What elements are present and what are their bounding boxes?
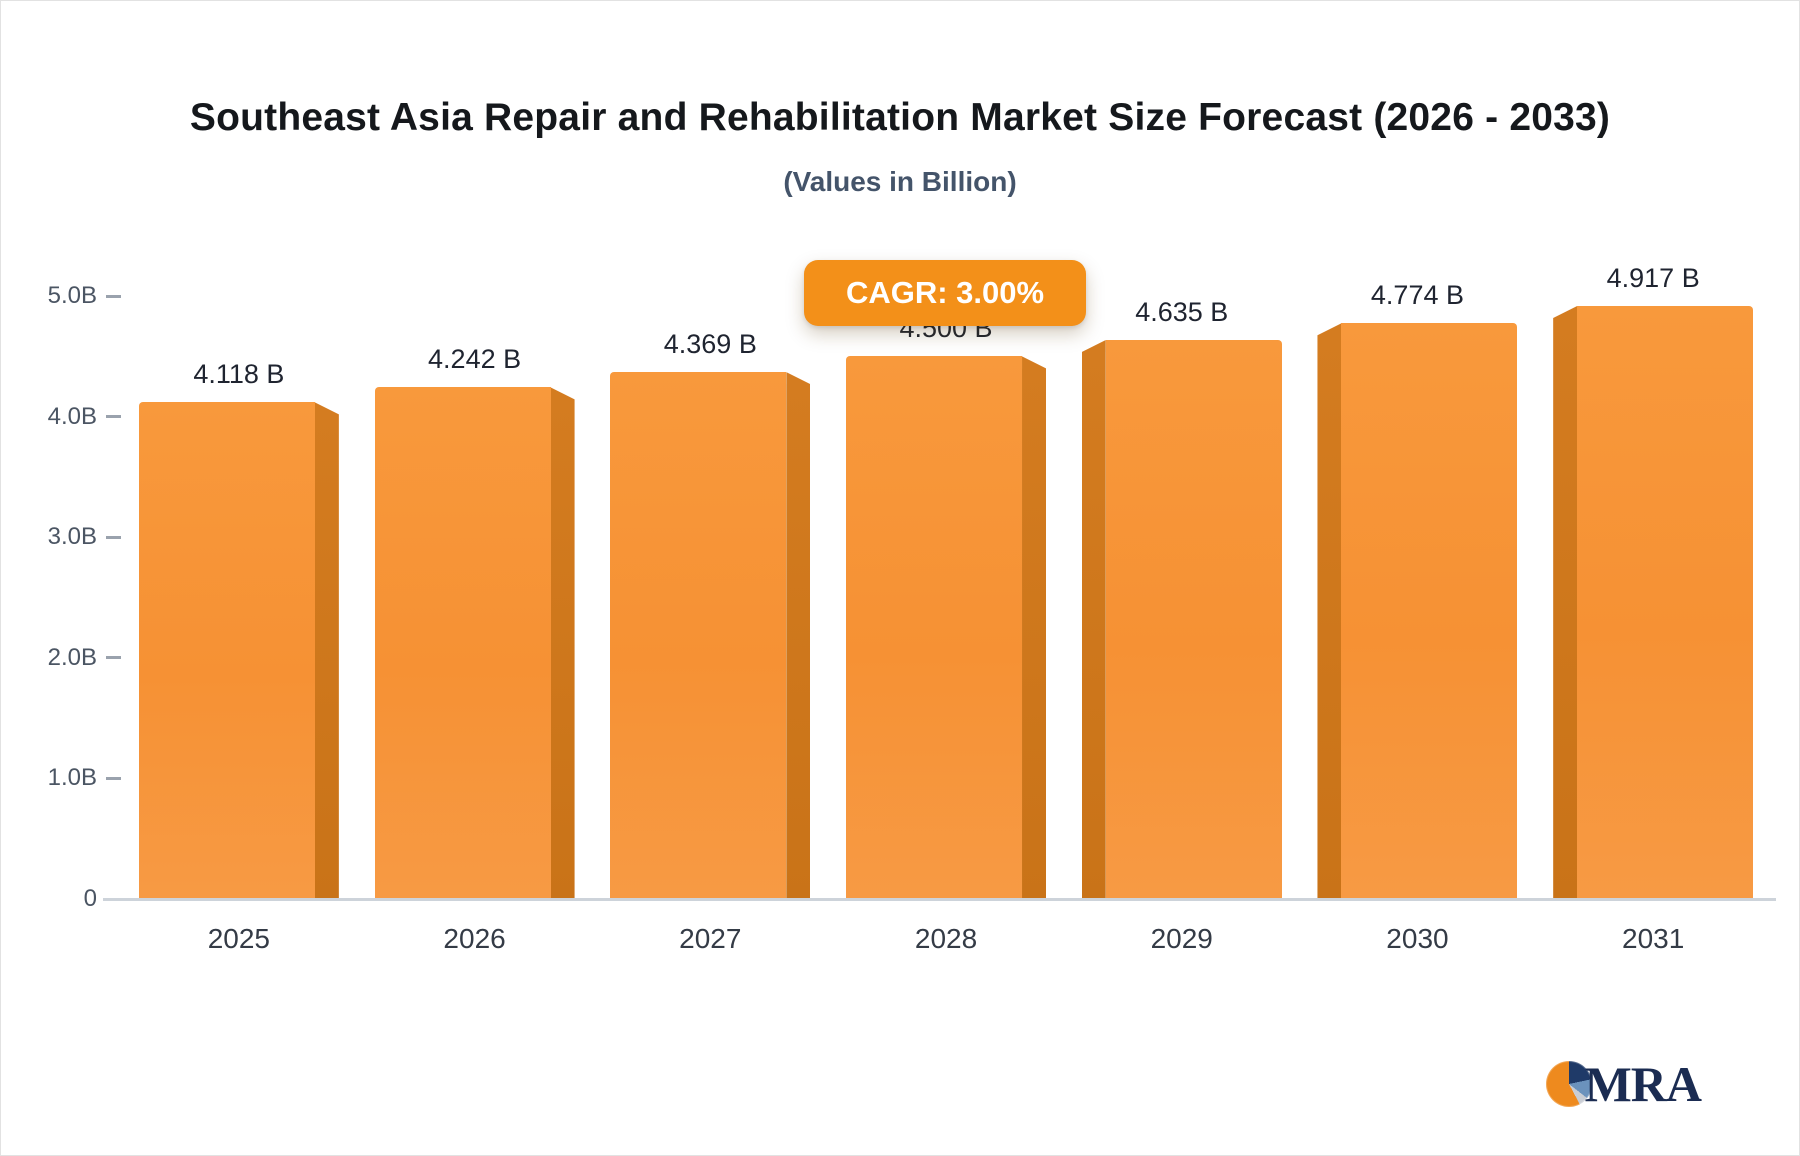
bar-group-2028: 4.500 B 2028 xyxy=(828,296,1064,954)
bar-side-face xyxy=(786,372,811,899)
bar-value-label-2030: 4.774 B xyxy=(1370,280,1464,311)
y-axis-tick: 3.0B xyxy=(45,522,121,552)
x-axis-label-2030: 2030 xyxy=(1386,923,1449,954)
mra-logo-text: MRA xyxy=(1584,1056,1702,1112)
bar-front-face xyxy=(846,356,1023,899)
cagr-badge: CAGR: 3.00% xyxy=(804,260,1086,326)
x-axis-label-2029: 2029 xyxy=(1150,923,1213,954)
bar-side-face xyxy=(1317,323,1342,899)
bar-front-face xyxy=(1577,306,1754,899)
chart-title: Southeast Asia Repair and Rehabilitation… xyxy=(189,96,1611,139)
bar-2025[interactable] xyxy=(138,402,339,899)
x-axis-label-2031: 2031 xyxy=(1622,923,1685,954)
bar-group-2031: 4.917 B 2031 xyxy=(1535,263,1771,954)
y-axis-tick-mark xyxy=(106,415,121,419)
y-axis-tick-mark xyxy=(106,535,121,539)
x-axis-label-2027: 2027 xyxy=(679,923,742,954)
bar-2026[interactable] xyxy=(374,387,575,899)
bar-side-face xyxy=(1081,340,1106,899)
y-axis-tick: 1.0B xyxy=(45,763,121,793)
bar-side-face xyxy=(1022,356,1047,899)
bar-value-label-2025: 4.118 B xyxy=(193,359,285,390)
bar-value-label-2029: 4.635 B xyxy=(1135,297,1229,328)
chart-subtitle: (Values in Billion) xyxy=(783,166,1017,197)
bar-side-face xyxy=(1553,306,1578,899)
plot-area: 4.118 B 2025 4.242 B 2026 4.369 B 2027 4.500 B… xyxy=(103,263,1776,954)
bar-front-face xyxy=(1105,340,1282,899)
bar-2030[interactable] xyxy=(1317,323,1518,899)
y-axis-tick-label: 1.0B xyxy=(47,764,97,792)
y-axis-tick-label: 3.0B xyxy=(47,523,97,551)
y-axis-tick-mark xyxy=(106,776,121,780)
bar-group-2025: 4.118 B 2025 xyxy=(121,296,357,954)
bar-group-2030: 4.774 B 2030 xyxy=(1300,280,1536,954)
bar-front-face xyxy=(374,387,551,899)
y-axis-tick-label: 0 xyxy=(83,885,97,912)
x-axis-line xyxy=(103,898,1776,901)
bar-front-face xyxy=(610,372,787,899)
x-axis-label-2025: 2025 xyxy=(207,923,271,954)
y-axis: 5.0B 4.0B 3.0B 2.0B 1.0B 0 xyxy=(29,282,121,912)
bar-value-label-2026: 4.242 B xyxy=(428,344,522,375)
bar-group-2026: 4.242 B 2026 xyxy=(357,296,593,954)
bar-front-face xyxy=(1341,323,1518,899)
bar-2029[interactable] xyxy=(1081,340,1282,899)
mra-logo: MRA xyxy=(1545,1055,1702,1113)
y-axis-tick: 4.0B xyxy=(45,402,121,432)
y-axis-tick-label: 4.0B xyxy=(47,402,97,430)
x-axis-label-2028: 2028 xyxy=(914,923,978,954)
bar-front-face xyxy=(138,402,315,899)
bar-2027[interactable] xyxy=(610,372,811,899)
bar-side-face xyxy=(314,402,339,899)
bar-series: 4.118 B 2025 4.242 B 2026 4.369 B 2027 4.500 B… xyxy=(121,263,1771,954)
y-axis-tick-label: 5.0B xyxy=(47,282,97,309)
y-axis-tick: 5.0B xyxy=(45,281,121,311)
bar-group-2029: 4.635 B 2029 xyxy=(1064,296,1300,954)
bar-2028[interactable] xyxy=(846,356,1047,899)
y-axis-tick-mark xyxy=(106,294,121,298)
bar-2031[interactable] xyxy=(1553,306,1754,899)
bar-side-face xyxy=(550,387,575,899)
bar-group-2027: 4.369 B 2027 xyxy=(592,296,828,954)
mra-pie-logo-icon xyxy=(1545,1061,1592,1107)
y-axis-tick-label: 2.0B xyxy=(47,643,97,671)
x-axis-label-2026: 2026 xyxy=(443,923,506,954)
bar-value-label-2027: 4.369 B xyxy=(663,329,757,360)
y-axis-tick: 2.0B xyxy=(45,643,121,673)
bar-value-label-2031: 4.917 B xyxy=(1606,263,1700,294)
y-axis-tick-mark xyxy=(106,656,121,660)
